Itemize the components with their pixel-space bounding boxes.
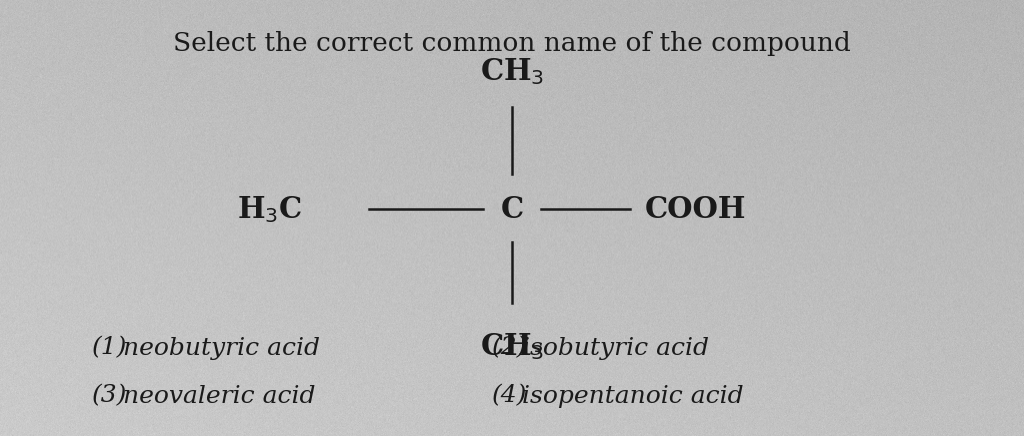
Text: neovaleric acid: neovaleric acid <box>123 385 315 408</box>
Text: (2): (2) <box>492 337 527 360</box>
Text: neobutyric acid: neobutyric acid <box>123 337 319 360</box>
Text: CH$_3$: CH$_3$ <box>480 56 544 87</box>
Text: Select the correct common name of the compound: Select the correct common name of the co… <box>173 31 851 55</box>
Text: CH$_3$: CH$_3$ <box>480 331 544 362</box>
Text: (4): (4) <box>492 385 527 408</box>
Text: (3): (3) <box>92 385 128 408</box>
Text: COOH: COOH <box>645 195 746 224</box>
Text: H$_3$C: H$_3$C <box>237 194 302 225</box>
Text: isobutyric acid: isobutyric acid <box>522 337 710 360</box>
Text: (1): (1) <box>92 337 128 360</box>
Text: C: C <box>501 195 523 224</box>
Text: isopentanoic acid: isopentanoic acid <box>522 385 743 408</box>
